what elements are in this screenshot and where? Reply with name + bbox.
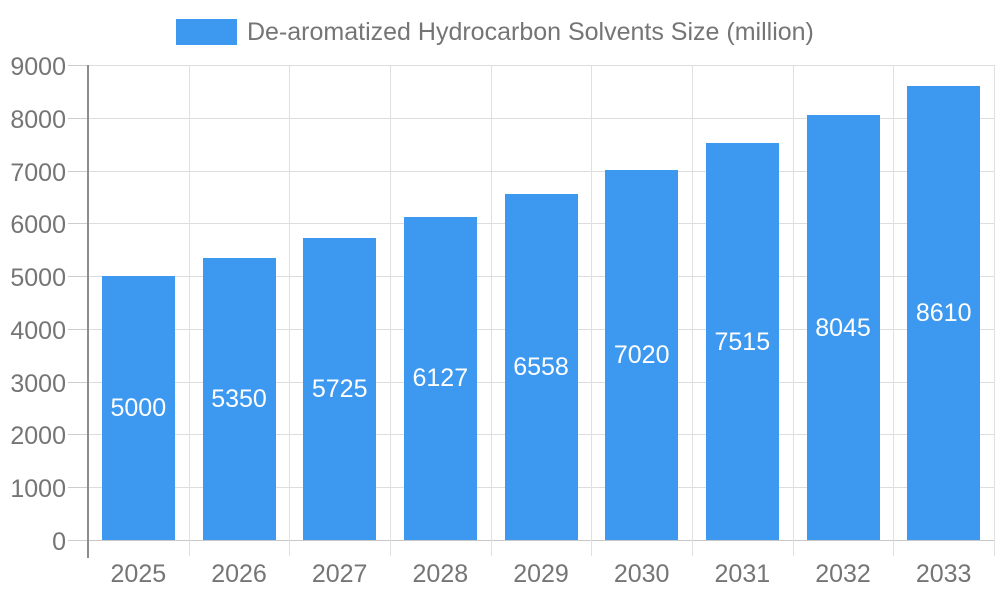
x-axis-label: 2029 xyxy=(513,560,569,588)
y-axis-label: 9000 xyxy=(10,53,66,81)
x-axis-tick xyxy=(289,540,290,556)
x-axis-tick xyxy=(189,540,190,556)
x-axis-label: 2033 xyxy=(915,560,972,588)
x-axis-label: 2025 xyxy=(110,560,167,588)
gridline-vertical xyxy=(994,65,995,540)
x-axis-tick xyxy=(692,540,693,556)
bar-value-label: 5000 xyxy=(110,394,167,423)
bar: 7020 xyxy=(605,169,679,540)
bar-value-label: 6558 xyxy=(513,352,569,381)
bar-value-label: 5350 xyxy=(211,384,267,413)
y-axis-label: 2000 xyxy=(10,422,66,450)
y-axis-label: 4000 xyxy=(10,317,66,345)
y-axis-tick xyxy=(68,487,88,488)
y-axis-line xyxy=(87,65,89,558)
y-axis-label: 0 xyxy=(52,528,66,556)
x-axis-tick xyxy=(390,540,391,556)
bar: 8045 xyxy=(806,115,880,540)
bar: 7515 xyxy=(705,143,779,540)
y-axis-tick xyxy=(68,65,88,66)
y-axis-tick xyxy=(68,434,88,435)
x-axis-tick xyxy=(994,540,995,556)
bar: 6127 xyxy=(403,216,477,540)
x-axis-label: 2026 xyxy=(211,560,267,588)
y-axis-tick xyxy=(68,223,88,224)
y-axis-label: 6000 xyxy=(10,211,66,239)
gridline-vertical xyxy=(189,65,190,540)
bar-value-label: 7515 xyxy=(714,327,771,356)
legend: De-aromatized Hydrocarbon Solvents Size … xyxy=(176,19,814,45)
gridline-vertical xyxy=(289,65,290,540)
y-axis-label: 1000 xyxy=(10,475,66,503)
x-axis-label: 2027 xyxy=(311,560,368,588)
x-axis-tick xyxy=(793,540,794,556)
bar: 5725 xyxy=(303,237,377,540)
y-axis-label: 7000 xyxy=(10,159,66,187)
bar-value-label: 5725 xyxy=(311,374,368,403)
gridline-horizontal xyxy=(88,118,994,119)
gridline-vertical xyxy=(591,65,592,540)
x-axis-label: 2032 xyxy=(815,560,871,588)
x-axis-label: 2028 xyxy=(412,560,469,588)
x-axis-tick xyxy=(893,540,894,556)
gridline-vertical xyxy=(893,65,894,540)
bar-value-label: 6127 xyxy=(412,364,469,393)
gridline-vertical xyxy=(390,65,391,540)
y-axis-tick xyxy=(68,276,88,277)
bar: 6558 xyxy=(504,193,578,540)
y-axis-label: 8000 xyxy=(10,106,66,134)
gridline-vertical xyxy=(793,65,794,540)
gridline-horizontal xyxy=(88,540,994,541)
y-axis-tick xyxy=(68,171,88,172)
bar-value-label: 7020 xyxy=(613,340,670,369)
legend-label: De-aromatized Hydrocarbon Solvents Size … xyxy=(247,18,814,46)
x-axis-label: 2030 xyxy=(613,560,670,588)
gridline-vertical xyxy=(692,65,693,540)
y-axis-tick xyxy=(68,540,88,541)
y-axis-tick xyxy=(68,382,88,383)
bar-value-label: 8610 xyxy=(915,298,972,327)
y-axis-label: 5000 xyxy=(10,264,66,292)
x-axis-tick xyxy=(491,540,492,556)
x-axis-tick xyxy=(591,540,592,556)
legend-swatch xyxy=(176,19,237,45)
y-axis-label: 3000 xyxy=(10,370,66,398)
bar-value-label: 8045 xyxy=(815,313,871,342)
gridline-vertical xyxy=(491,65,492,540)
x-axis-label: 2031 xyxy=(714,560,771,588)
y-axis-tick xyxy=(68,329,88,330)
bar: 5350 xyxy=(202,257,276,540)
gridline-horizontal xyxy=(88,171,994,172)
gridline-horizontal xyxy=(88,65,994,66)
bar: 8610 xyxy=(907,85,981,540)
bar: 5000 xyxy=(101,276,175,540)
y-axis-tick xyxy=(68,118,88,119)
